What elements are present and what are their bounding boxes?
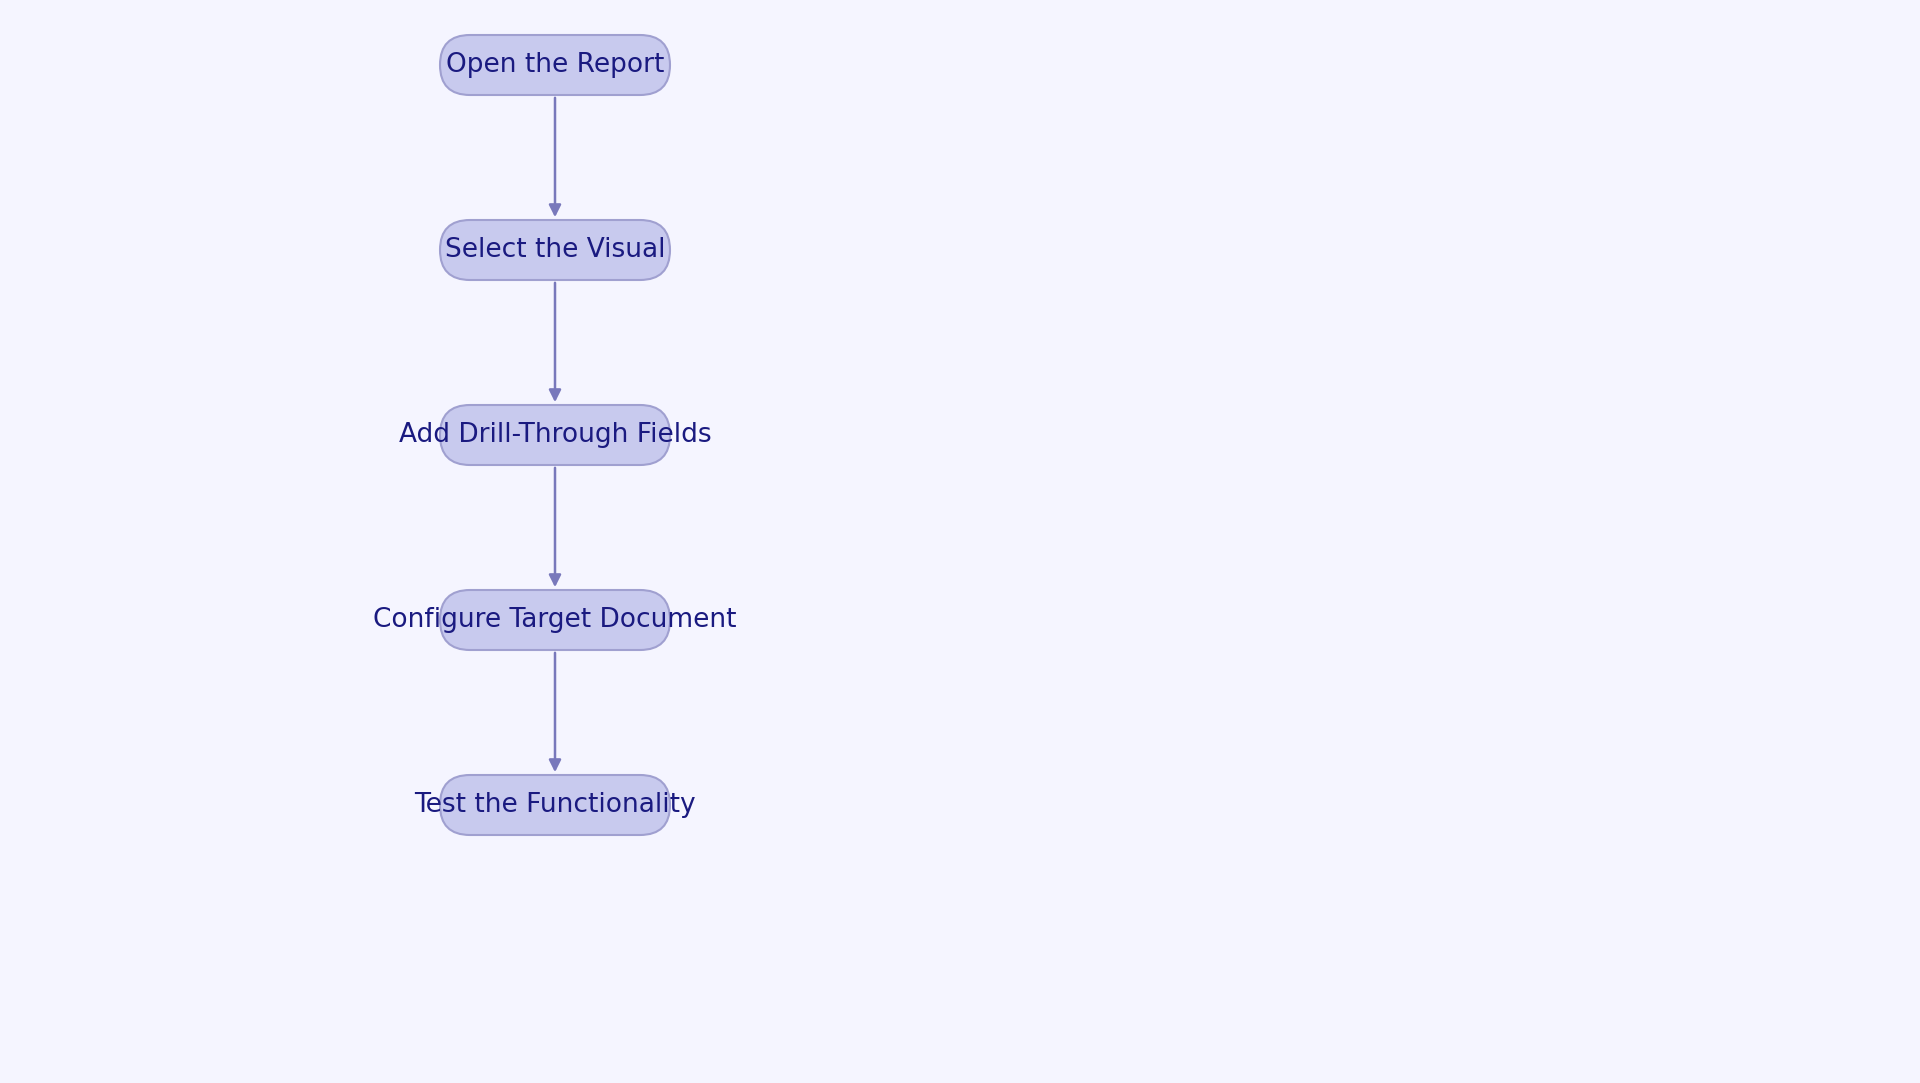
Text: Test the Functionality: Test the Functionality: [415, 792, 695, 818]
Text: Select the Visual: Select the Visual: [445, 237, 664, 263]
Text: Add Drill-Through Fields: Add Drill-Through Fields: [399, 422, 710, 448]
FancyBboxPatch shape: [440, 35, 670, 95]
FancyBboxPatch shape: [440, 220, 670, 280]
FancyBboxPatch shape: [440, 590, 670, 650]
FancyBboxPatch shape: [440, 405, 670, 465]
Text: Open the Report: Open the Report: [445, 52, 664, 78]
FancyBboxPatch shape: [440, 775, 670, 835]
Text: Configure Target Document: Configure Target Document: [372, 606, 737, 632]
